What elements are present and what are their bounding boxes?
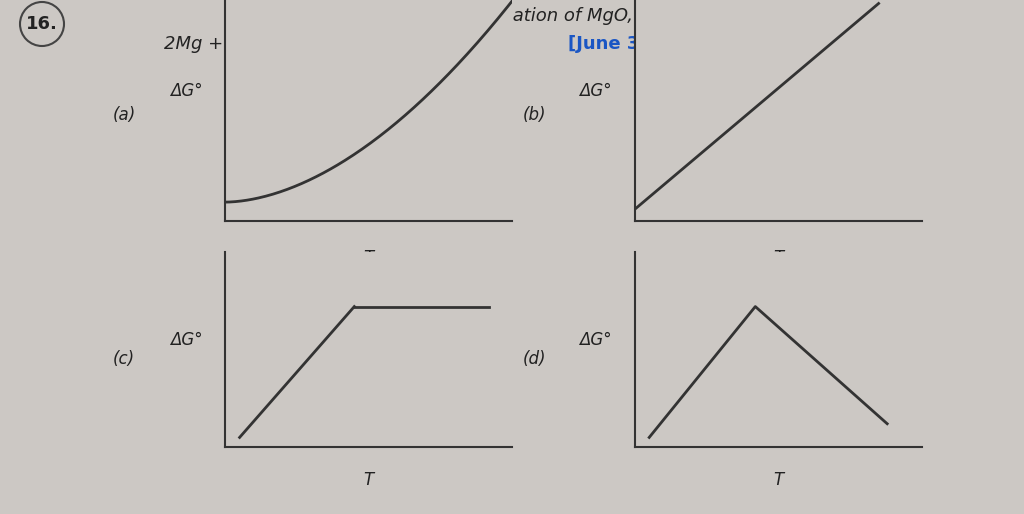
Text: 2Mg + O₂ → 2MgO, will look like:: 2Mg + O₂ → 2MgO, will look like:: [164, 35, 457, 53]
Text: ΔG° vs T plot for the formation of MgO, involving reaction: ΔG° vs T plot for the formation of MgO, …: [281, 7, 800, 25]
Text: 16.: 16.: [26, 15, 58, 33]
Text: (d): (d): [522, 350, 546, 369]
Text: T: T: [364, 471, 374, 489]
Text: ΔG°: ΔG°: [170, 331, 203, 349]
Text: ΔG°: ΔG°: [580, 82, 612, 100]
Text: (b): (b): [522, 105, 546, 124]
Text: T: T: [773, 471, 783, 489]
Text: (c): (c): [113, 350, 135, 369]
Text: ΔG°: ΔG°: [170, 82, 203, 100]
Text: T: T: [773, 249, 783, 267]
Text: [June 30, 2022 (I)]: [June 30, 2022 (I)]: [567, 35, 753, 53]
Text: (a): (a): [113, 105, 136, 124]
Text: ΔG°: ΔG°: [580, 331, 612, 349]
Text: T: T: [364, 249, 374, 267]
